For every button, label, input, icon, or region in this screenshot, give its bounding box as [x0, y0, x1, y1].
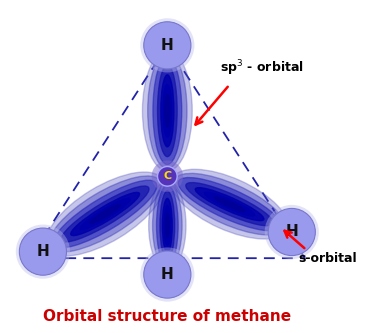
Ellipse shape	[178, 177, 281, 231]
Ellipse shape	[61, 186, 149, 242]
Ellipse shape	[90, 204, 121, 224]
Circle shape	[157, 166, 177, 186]
Ellipse shape	[165, 95, 170, 127]
Text: H: H	[285, 224, 298, 239]
Ellipse shape	[80, 198, 130, 229]
Text: H: H	[37, 244, 49, 259]
Ellipse shape	[161, 75, 174, 147]
Text: sp$^3$ - orbital: sp$^3$ - orbital	[220, 59, 303, 78]
Text: C: C	[163, 171, 171, 181]
Ellipse shape	[49, 176, 161, 252]
Ellipse shape	[171, 169, 288, 239]
Ellipse shape	[153, 57, 182, 165]
Ellipse shape	[157, 65, 177, 157]
Ellipse shape	[71, 192, 139, 236]
Ellipse shape	[160, 191, 175, 260]
Ellipse shape	[186, 182, 273, 226]
Ellipse shape	[165, 213, 169, 238]
Ellipse shape	[164, 206, 171, 245]
Ellipse shape	[53, 180, 157, 248]
Circle shape	[144, 251, 191, 298]
Circle shape	[140, 18, 194, 73]
Ellipse shape	[205, 192, 254, 216]
Ellipse shape	[142, 51, 192, 171]
Ellipse shape	[157, 185, 178, 266]
Ellipse shape	[174, 173, 285, 235]
Ellipse shape	[148, 53, 187, 168]
Ellipse shape	[153, 182, 182, 269]
Ellipse shape	[163, 198, 172, 252]
Circle shape	[265, 205, 319, 259]
Ellipse shape	[214, 197, 245, 211]
Ellipse shape	[195, 187, 264, 221]
Circle shape	[140, 247, 194, 302]
Ellipse shape	[46, 172, 164, 256]
Circle shape	[16, 224, 70, 279]
Text: H: H	[161, 267, 174, 282]
Ellipse shape	[163, 85, 172, 137]
Circle shape	[19, 228, 67, 275]
Text: s-orbital: s-orbital	[298, 252, 357, 265]
Ellipse shape	[149, 180, 186, 271]
Circle shape	[152, 161, 183, 192]
Text: H: H	[161, 38, 174, 53]
Circle shape	[144, 22, 191, 69]
Circle shape	[268, 208, 315, 255]
Text: Orbital structure of methane: Orbital structure of methane	[43, 309, 291, 324]
